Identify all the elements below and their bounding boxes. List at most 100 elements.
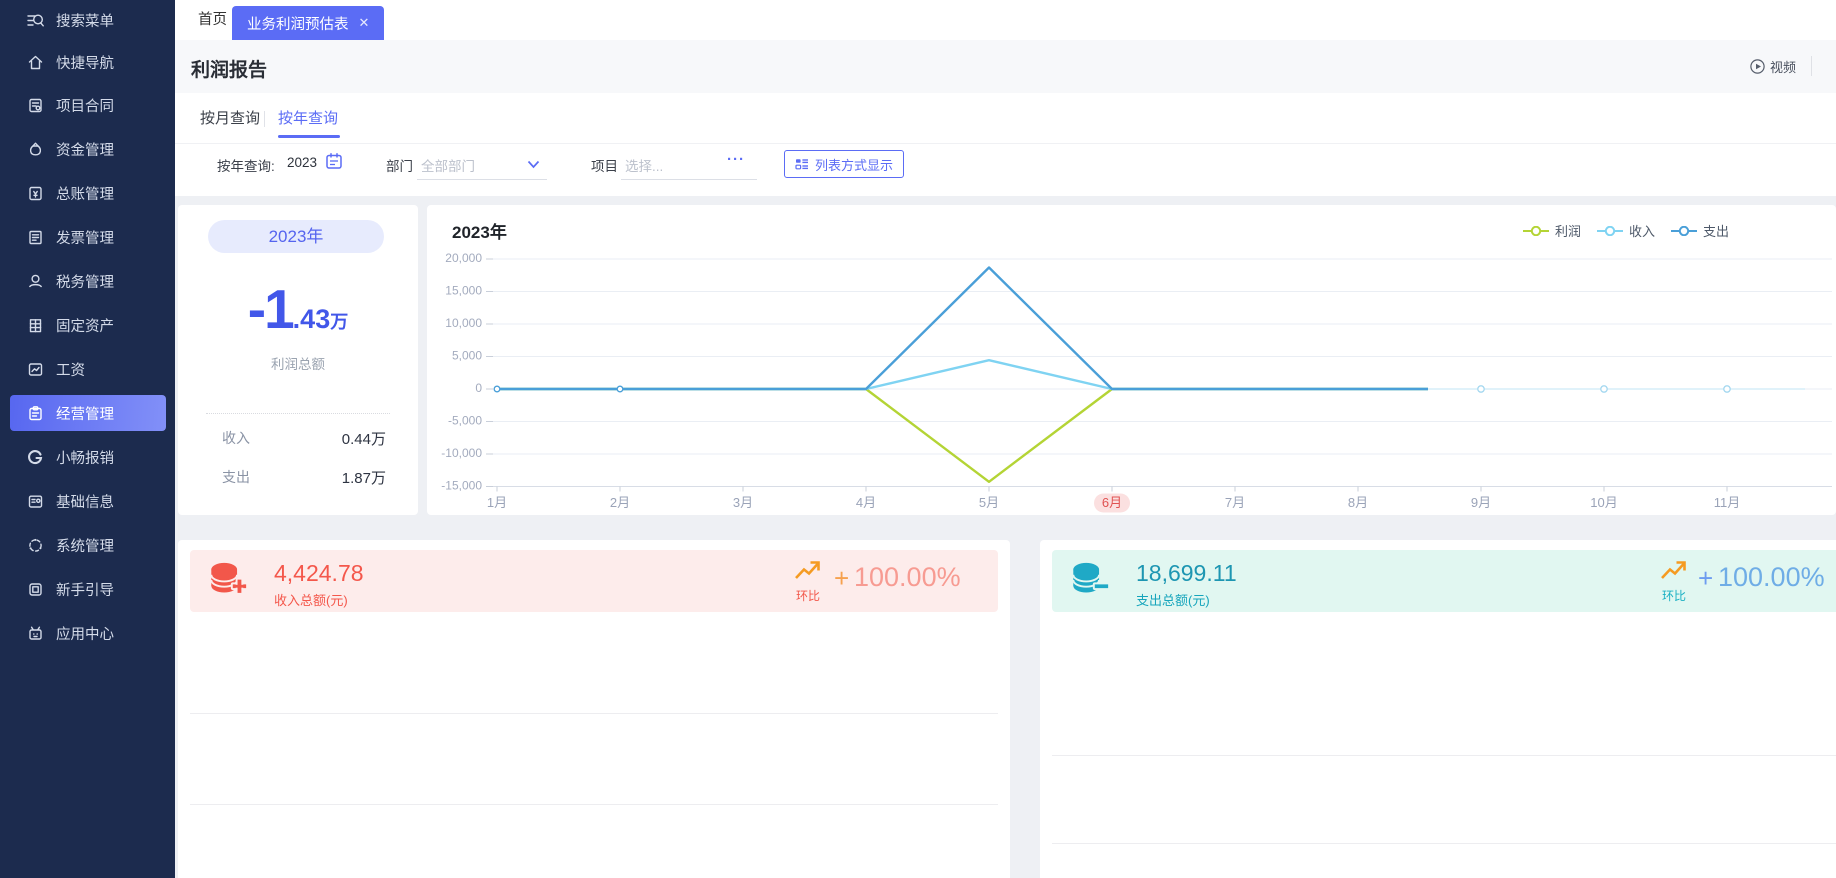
summary-row: 收入 0.44万 [222, 427, 386, 449]
tax-icon [27, 273, 44, 290]
system-icon [27, 537, 44, 554]
sidebar-item-home[interactable]: 快捷导航 [10, 44, 166, 80]
invoice-icon [27, 229, 44, 246]
chevron-down-icon[interactable] [527, 160, 540, 169]
svg-text:20,000: 20,000 [445, 251, 482, 265]
table-row [190, 759, 998, 805]
more-options-icon[interactable]: ··· [727, 151, 745, 168]
sidebar-item-label: 基础信息 [56, 494, 114, 511]
tab-home[interactable]: 首页 [198, 12, 227, 28]
year-pill: 2023年 [208, 220, 384, 253]
sidebar-item-asset[interactable]: 固定资产 [10, 307, 166, 343]
year-filter-value[interactable]: 2023 [287, 155, 318, 170]
sidebar-item-label: 系统管理 [56, 538, 114, 555]
video-button[interactable]: 视频 [1750, 57, 1796, 76]
list-view-button[interactable]: 列表方式显示 [784, 150, 904, 178]
sidebar-item-appcenter[interactable]: 应用中心 [10, 615, 166, 651]
svg-text:10,000: 10,000 [445, 316, 482, 330]
line-chart: 20,000 15,000 10,000 5,000 0 -5,000 -10,000 -15… [427, 205, 1836, 515]
legend-marker-icon [1597, 225, 1624, 236]
svg-text:9月: 9月 [1471, 495, 1491, 510]
income-band: 4,424.78 收入总额(元) 环比 + 100.00% [190, 550, 998, 612]
profit-summary-card: 2023年 -1.43万 利润总额 收入 0.44万 支出 1.87万 [178, 205, 418, 515]
asset-icon [27, 317, 44, 334]
sidebar-item-guide[interactable]: 新手引导 [10, 571, 166, 607]
header-divider [1811, 56, 1812, 76]
income-summary-card: 4,424.78 收入总额(元) 环比 + 100.00% [178, 540, 1010, 878]
page-header: 利润报告 视频 [175, 40, 1836, 93]
info-icon [27, 493, 44, 510]
svg-text:-15,000: -15,000 [441, 479, 482, 493]
sidebar-item-label: 发票管理 [56, 230, 114, 247]
play-circle-icon [1750, 59, 1765, 74]
income-total: 4,424.78 [274, 560, 364, 586]
legend-label: 收入 [1629, 224, 1656, 239]
mom-value: 100.00% [854, 562, 961, 592]
dept-select[interactable]: 全部部门 [421, 159, 475, 174]
profit-total-number: -1.43万 [178, 277, 418, 341]
sidebar-item-label: 税务管理 [56, 274, 114, 291]
sidebar-item-label: 工资 [56, 362, 85, 379]
sidebar-item-business[interactable]: 经营管理 [10, 395, 166, 431]
tab-separator [264, 111, 265, 127]
sidebar-item-g[interactable]: 小畅报销 [10, 439, 166, 475]
table-row [190, 804, 998, 850]
close-icon[interactable]: ✕ [358, 15, 370, 30]
appcenter-icon [27, 625, 44, 642]
svg-text:-5,000: -5,000 [448, 414, 482, 428]
table-row [1052, 755, 1836, 799]
sidebar-item-salary[interactable]: 工资 [10, 351, 166, 387]
chart-title: 2023年 [452, 223, 507, 242]
list-view-icon [795, 159, 808, 170]
sidebar-item-ledger[interactable]: 总账管理 [10, 175, 166, 211]
year-filter-label: 按年查询: [217, 159, 275, 174]
tab-query-by-month[interactable]: 按月查询 [200, 110, 261, 127]
business-icon [27, 405, 44, 422]
coins-plus-icon [210, 562, 249, 595]
svg-text:5,000: 5,000 [452, 349, 482, 363]
svg-text:15,000: 15,000 [445, 284, 482, 298]
legend-item[interactable]: 利润 [1523, 221, 1581, 240]
expense-total-label: 支出总额(元) [1136, 593, 1210, 608]
sidebar-item-contract[interactable]: 项目合同 [10, 87, 166, 123]
summary-row-label: 支出 [222, 469, 250, 485]
tab-business-profit-forecast[interactable]: 业务利润预估表 ✕ [232, 6, 385, 40]
expense-total: 18,699.11 [1136, 560, 1237, 586]
sidebar-item-search[interactable]: 搜索菜单 [10, 2, 166, 38]
tab-query-by-year[interactable]: 按年查询 [278, 110, 339, 127]
g-icon [27, 449, 44, 466]
svg-text:8月: 8月 [1348, 495, 1368, 510]
income-total-label: 收入总额(元) [274, 593, 348, 608]
table-row [1052, 843, 1836, 878]
svg-text:1月: 1月 [487, 495, 507, 510]
svg-text:6月: 6月 [1102, 495, 1122, 510]
mom-plus: + [1698, 563, 1714, 593]
summary-row-label: 收入 [222, 430, 250, 446]
expense-summary-card: 18,699.11 支出总额(元) 环比 + 100.00% [1040, 540, 1836, 878]
coins-minus-icon [1072, 562, 1111, 593]
sidebar-item-tax[interactable]: 税务管理 [10, 263, 166, 299]
dotted-divider [206, 413, 390, 414]
query-panel: 按月查询 按年查询 按年查询: 2023 部门 全部部门 项目 选择... ··… [175, 93, 1836, 196]
sidebar-item-label: 经营管理 [56, 406, 114, 423]
sidebar-item-label: 搜索菜单 [56, 13, 114, 30]
project-select[interactable]: 选择... [625, 159, 664, 174]
calendar-icon[interactable] [325, 152, 343, 170]
summary-row: 支出 1.87万 [222, 466, 386, 488]
legend-label: 利润 [1555, 224, 1582, 239]
home-icon [27, 54, 44, 71]
mom-plus: + [834, 563, 850, 593]
sidebar-item-system[interactable]: 系统管理 [10, 527, 166, 563]
tab-label: 业务利润预估表 [247, 16, 349, 33]
mom-label: 环比 [1662, 589, 1687, 603]
sidebar-item-fund[interactable]: 资金管理 [10, 131, 166, 167]
sidebar-item-label: 小畅报销 [56, 450, 114, 467]
svg-text:4月: 4月 [856, 495, 876, 510]
legend-item[interactable]: 收入 [1597, 221, 1655, 240]
table-row [1052, 667, 1836, 711]
legend-item[interactable]: 支出 [1671, 221, 1729, 240]
sidebar-item-info[interactable]: 基础信息 [10, 483, 166, 519]
sidebar-item-invoice[interactable]: 发票管理 [10, 219, 166, 255]
profit-total-label: 利润总额 [271, 357, 325, 372]
